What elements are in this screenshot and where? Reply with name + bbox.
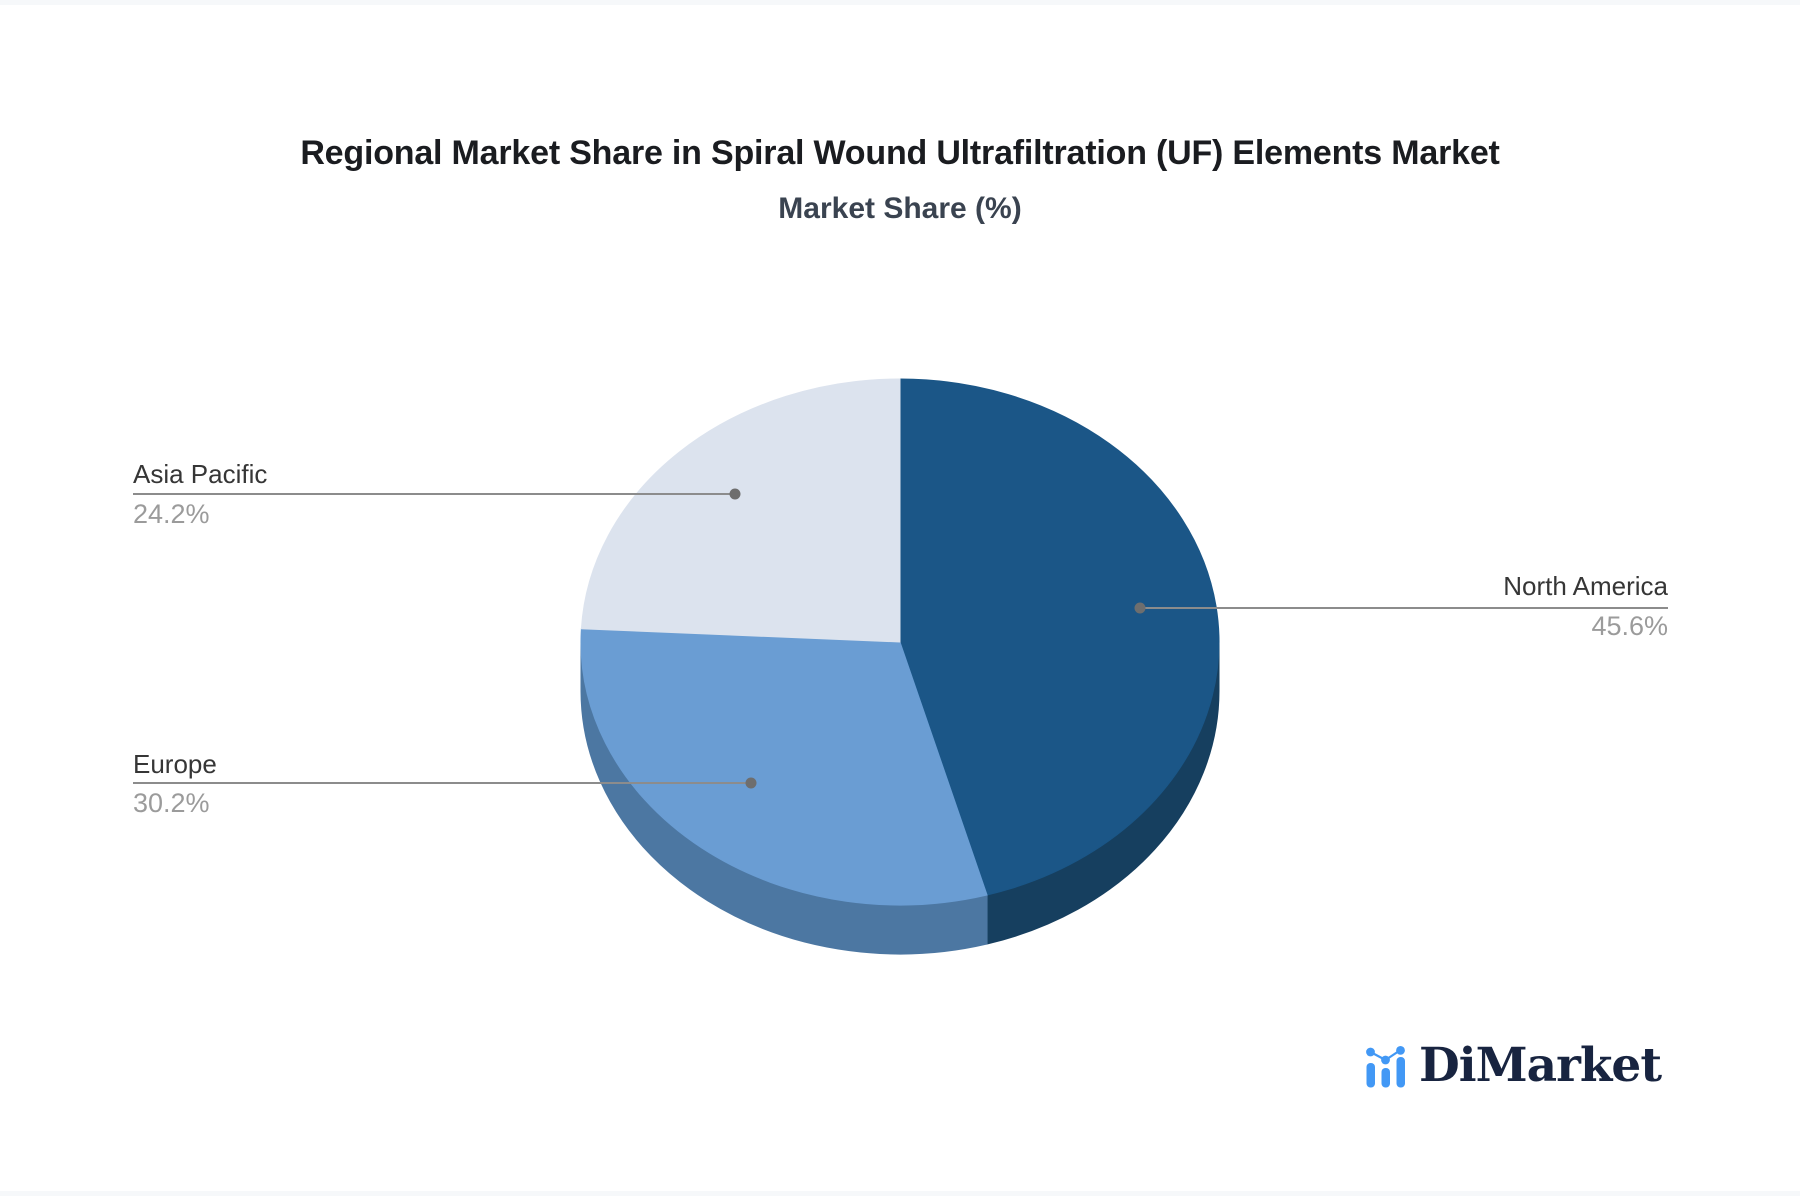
leader-dot-north-america bbox=[1134, 602, 1146, 614]
slice-label-north-america: North America bbox=[1503, 571, 1668, 601]
dimarket-logo: DiMarket bbox=[1366, 1038, 1662, 1093]
chart-subtitle: Market Share (%) bbox=[778, 192, 1022, 225]
logo-text: DiMarket bbox=[1419, 1038, 1662, 1093]
leader-dot-asia-pacific bbox=[729, 488, 741, 500]
leader-dot-europe bbox=[745, 777, 757, 789]
pie-slice-asia-pacific bbox=[580, 378, 901, 643]
page-bottom-edge bbox=[0, 1191, 1800, 1196]
page-top-edge bbox=[0, 0, 1800, 5]
pie-slice-europe bbox=[580, 628, 988, 906]
slice-value-north-america: 45.6% bbox=[1591, 611, 1668, 641]
pie-slice-north-america bbox=[899, 378, 1220, 896]
chart-title: Regional Market Share in Spiral Wound Ul… bbox=[300, 134, 1500, 172]
bar-line-chart-icon bbox=[1366, 1046, 1405, 1088]
slice-label-europe: Europe bbox=[133, 749, 217, 779]
slice-value-asia-pacific: 24.2% bbox=[133, 499, 210, 529]
slice-value-europe: 30.2% bbox=[133, 788, 210, 818]
slice-label-asia-pacific: Asia Pacific bbox=[133, 459, 268, 489]
